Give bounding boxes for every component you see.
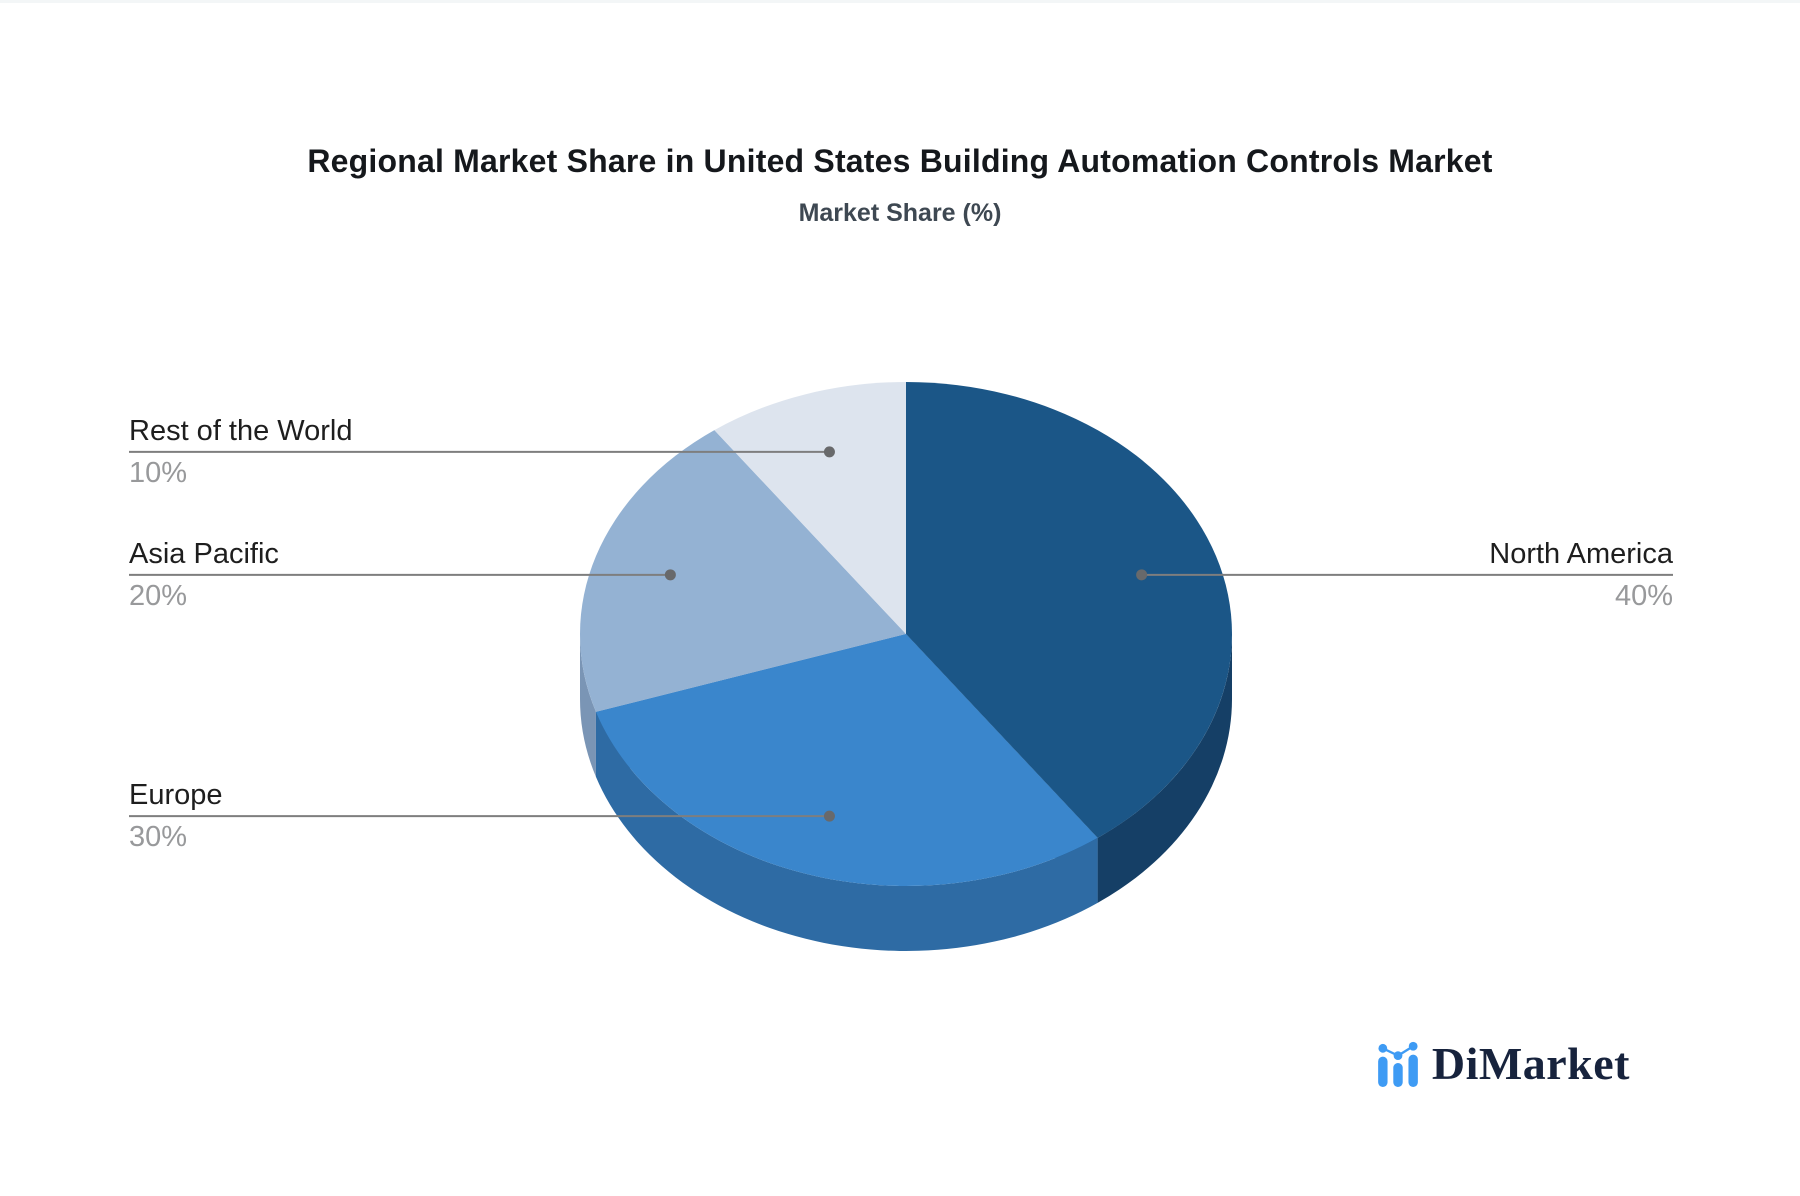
slice-name: Europe xyxy=(129,779,223,812)
pie-slice-side-north-america xyxy=(1097,634,1232,903)
slice-name: North America xyxy=(1489,537,1673,570)
slice-name: Rest of the World xyxy=(129,414,353,447)
slice-label-north-america: North America 40% xyxy=(1489,537,1673,613)
slice-percent: 30% xyxy=(129,821,188,854)
pie-slice-asia-pacific[interactable] xyxy=(580,430,906,712)
leader-dot-asia-pacific xyxy=(664,569,676,581)
pie-slice-side-europe xyxy=(595,711,1098,951)
slice-percent: 20% xyxy=(129,579,188,612)
slice-label-asia-pacific: Asia Pacific 20% xyxy=(129,537,279,613)
pie-slice-europe[interactable] xyxy=(595,634,1098,886)
leader-dot-europe xyxy=(823,810,835,822)
dimarket-logo: DiMarket xyxy=(1377,1040,1630,1088)
bar-line-chart-icon xyxy=(1377,1041,1418,1087)
pie-slice-north-america[interactable] xyxy=(906,382,1233,838)
slice-percent: 40% xyxy=(1614,579,1673,612)
slice-label-rest-of-the-world: Rest of the World 10% xyxy=(129,414,353,490)
chart-title: Regional Market Share in United States B… xyxy=(307,143,1493,179)
slice-name: Asia Pacific xyxy=(129,537,279,570)
slice-percent: 10% xyxy=(129,456,188,489)
pie-slice-rest-of-the-world[interactable] xyxy=(714,382,906,634)
pie-slice-side-asia-pacific xyxy=(580,634,596,777)
leader-dot-north-america xyxy=(1136,569,1148,581)
leader-dot-rest-of-the-world xyxy=(823,446,835,458)
dimarket-logo-text: DiMarket xyxy=(1431,1038,1630,1089)
slice-label-europe: Europe 30% xyxy=(129,778,223,854)
chart-subtitle: Market Share (%) xyxy=(798,199,1002,227)
top-border xyxy=(0,0,1800,3)
